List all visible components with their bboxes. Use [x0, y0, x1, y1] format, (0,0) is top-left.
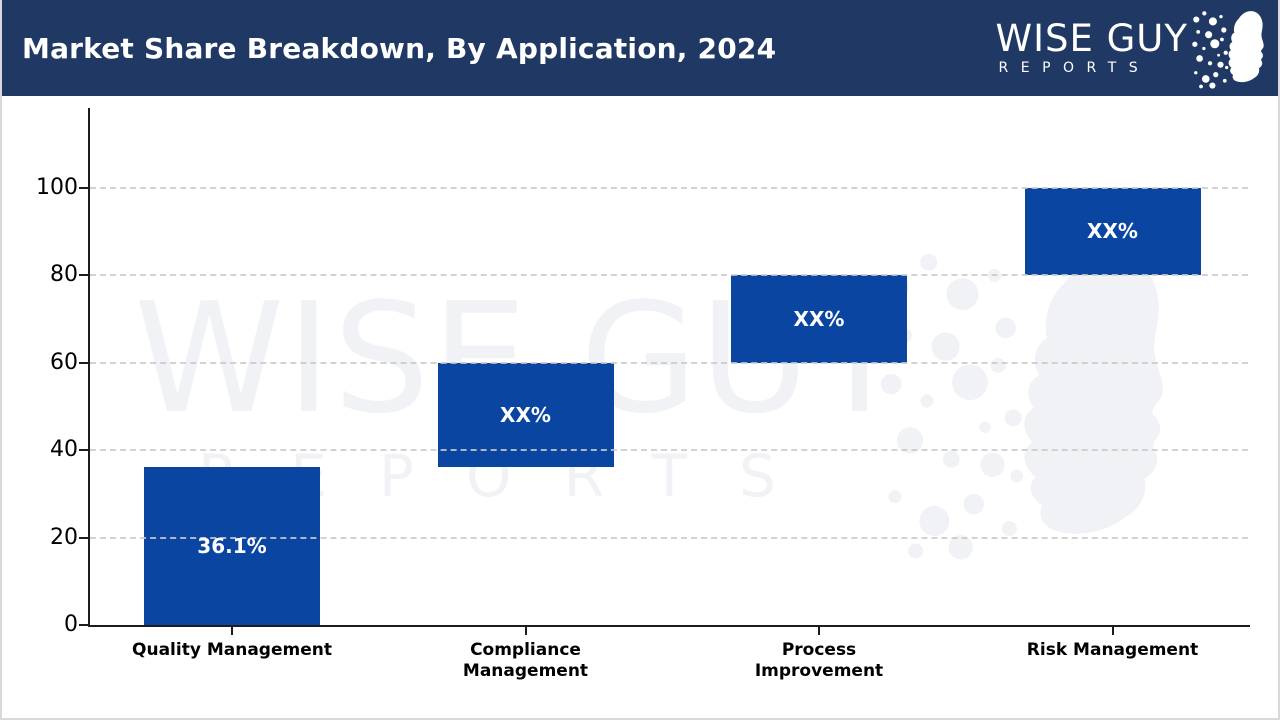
y-axis-tickmark — [79, 624, 90, 626]
brand-text: WISE GUY REPORTS — [996, 20, 1188, 76]
y-gridline — [90, 361, 1248, 364]
y-axis-tick-label: 100 — [36, 174, 78, 200]
brand-logo: WISE GUY REPORTS — [996, 8, 1268, 89]
y-axis-tick-label: 60 — [50, 349, 78, 375]
bar-value-label: XX% — [500, 402, 551, 427]
x-axis-tickmark — [1111, 627, 1114, 635]
bar-value-label: 36.1% — [197, 534, 267, 559]
y-axis-tickmark — [79, 274, 90, 276]
x-axis-tickmark — [231, 627, 233, 635]
y-gridline — [90, 449, 1248, 451]
brand-name: WISE GUY — [995, 17, 1188, 60]
y-axis-tickmark — [79, 536, 90, 539]
x-axis-tickmark — [818, 627, 820, 635]
y-gridline — [90, 186, 1248, 189]
y-axis-tick-label: 40 — [50, 437, 78, 462]
brand-subtitle: REPORTS — [998, 60, 1151, 76]
y-gridline — [90, 274, 1248, 276]
x-axis-tickmark — [524, 627, 527, 635]
brand-face-icon — [1192, 10, 1264, 89]
bar-value-label: XX% — [1087, 219, 1138, 244]
y-axis-tickmark — [79, 449, 90, 451]
y-axis-tick-label: 80 — [50, 262, 78, 287]
y-axis-tickmark — [79, 186, 90, 189]
page-title: Market Share Breakdown, By Application, … — [22, 31, 777, 65]
bar-value-label: XX% — [793, 306, 845, 331]
y-axis-tickmark — [79, 361, 90, 364]
x-axis-tick-label: Process Improvement — [754, 640, 884, 681]
y-gridline — [90, 536, 1248, 539]
x-axis-tick-label: Compliance Management — [462, 640, 589, 681]
x-axis-line — [88, 625, 1250, 627]
y-axis-line — [88, 108, 90, 627]
x-axis-tick-label: Risk Management — [1026, 640, 1199, 660]
y-axis-tick-label: 0 — [64, 612, 78, 637]
x-axis-tick-label: Quality Management — [132, 640, 332, 660]
bar — [731, 275, 907, 363]
bar — [144, 467, 320, 625]
header: Market Share Breakdown, By Application, … — [2, 0, 1278, 96]
y-axis-tick-label: 20 — [50, 524, 78, 550]
